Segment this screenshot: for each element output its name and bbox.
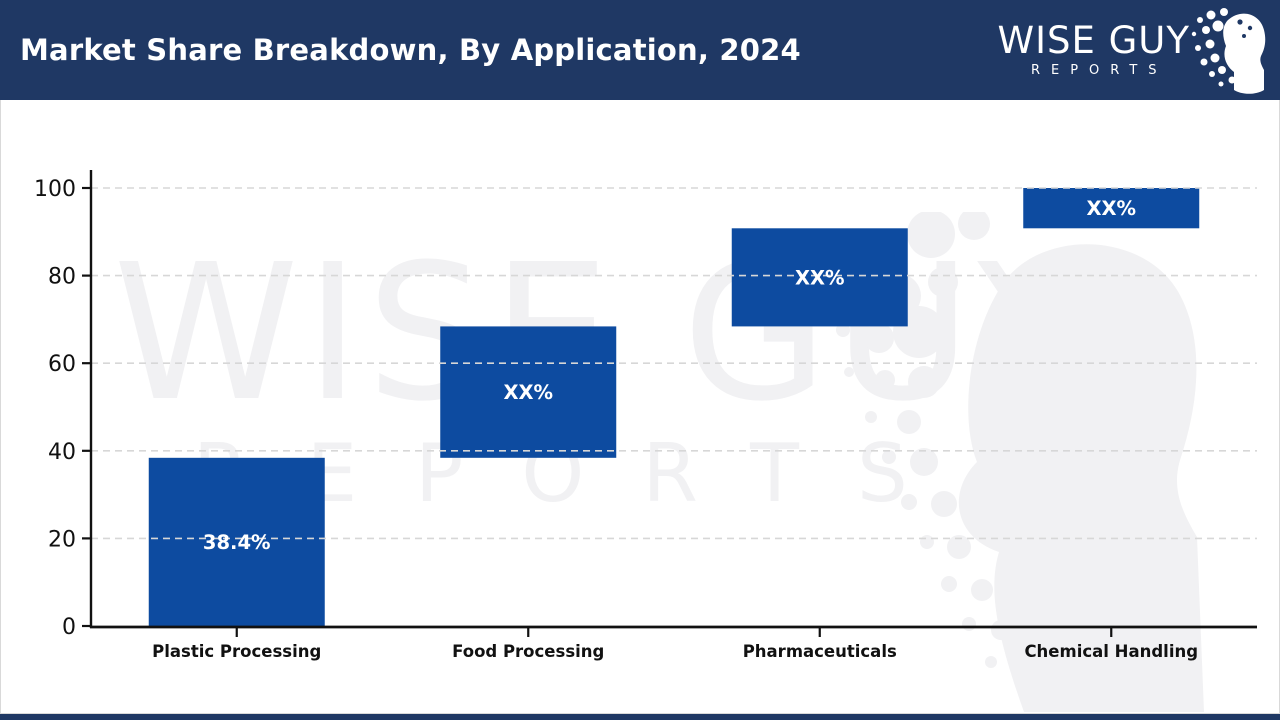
y-tick-label: 0 [62, 615, 76, 640]
waterfall-chart: 0 20 40 60 80 100 Plastic Processing Food Proce… [34, 170, 1257, 661]
y-tick-label: 40 [48, 440, 76, 465]
brand-face-icon [1191, 8, 1266, 94]
bar-value-label: XX% [503, 381, 553, 404]
bar-value-label: XX% [795, 266, 845, 289]
bar-value-label: 38.4% [203, 531, 271, 554]
bar-segment [440, 326, 617, 458]
y-tick-label: 100 [34, 177, 76, 202]
x-tick-label: Food Processing [452, 642, 604, 661]
page-title: Market Share Breakdown, By Application, … [20, 33, 801, 67]
x-tick-label: Pharmaceuticals [743, 642, 897, 661]
brand-name: WISE GUY [997, 19, 1190, 62]
x-tick-label: Chemical Handling [1024, 642, 1198, 661]
x-tick-label: Plastic Processing [152, 642, 321, 661]
footer-bar [0, 714, 1280, 720]
y-tick-label: 60 [48, 352, 76, 377]
bar-value-label: XX% [1086, 197, 1136, 220]
watermark-face-icon [836, 212, 1204, 712]
brand-logo-text: WISE GUY REPORTS [998, 22, 1190, 78]
y-tick-label: 20 [48, 527, 76, 552]
bar-segment [731, 228, 908, 327]
brand-logo: WISE GUY REPORTS [998, 6, 1270, 94]
header-bar: Market Share Breakdown, By Application, … [0, 0, 1280, 100]
y-tick-label: 80 [48, 265, 76, 290]
bar-segment [148, 457, 325, 626]
brand-subtitle: REPORTS [1030, 63, 1168, 78]
bar-segment [1023, 188, 1200, 229]
